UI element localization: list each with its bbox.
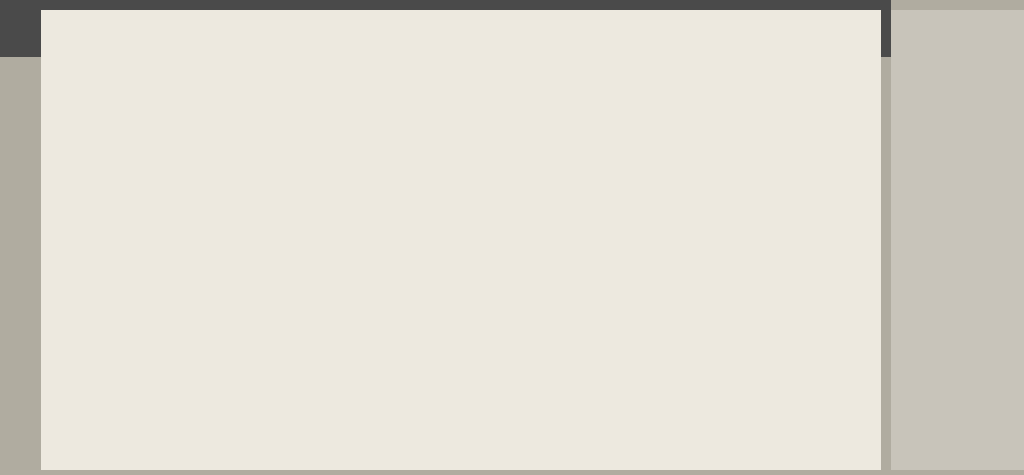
Text: (D) π–π: (D) π–π — [561, 81, 622, 98]
Text: (B) σ–p: (B) σ–p — [309, 81, 369, 98]
Text: [JEE-2008]: [JEE-2008] — [758, 104, 839, 118]
Text: (IV): (IV) — [577, 281, 603, 294]
Text: 12.: 12. — [95, 58, 126, 75]
Text: 5.: 5. — [924, 379, 940, 396]
Text: $^{\oplus}$: $^{\oplus}$ — [574, 240, 582, 250]
Text: 4.: 4. — [924, 287, 940, 304]
Text: $^{\oplus}$: $^{\oplus}$ — [340, 240, 347, 250]
Text: (B) (I) > (II) > (III) > (IV): (B) (I) > (II) > (III) > (IV) — [477, 339, 684, 356]
Text: $^{\oplus}$: $^{\oplus}$ — [201, 240, 208, 250]
Text: (C) (II) > (I) > (IV) > (III): (C) (II) > (I) > (IV) > (III) — [117, 380, 324, 398]
Text: O: O — [437, 266, 445, 276]
Text: The correct stability order for the following species is :: The correct stability order for the foll… — [129, 104, 579, 121]
Text: [JEE-2008]: [JEE-2008] — [758, 58, 839, 72]
Text: ALLEN: ALLEN — [736, 40, 773, 50]
Text: (A) (II) > (IV) > (I) > (III): (A) (II) > (IV) > (I) > (III) — [117, 339, 323, 356]
Text: 13.: 13. — [95, 104, 126, 121]
Text: (I): (I) — [201, 281, 217, 294]
Text: JEE-Chemistry: JEE-Chemistry — [99, 16, 303, 39]
Text: Hyperconjugation involves overlap of the following orbitals: Hyperconjugation involves overlap of the… — [129, 58, 612, 75]
FancyBboxPatch shape — [692, 30, 817, 60]
Text: (III): (III) — [464, 281, 492, 294]
Text: 3.: 3. — [924, 185, 940, 202]
Text: 1.: 1. — [924, 84, 940, 101]
Text: 14.: 14. — [95, 424, 126, 441]
Text: The correct stability order for the following resonati...: The correct stability order for the foll… — [129, 424, 572, 441]
Text: (C) p–p: (C) p–p — [427, 81, 485, 98]
Text: (II): (II) — [333, 281, 354, 294]
Text: (D) (I) > (III) > (II) > (IV): (D) (I) > (III) > (II) > (IV) — [477, 380, 685, 398]
Text: O: O — [170, 266, 178, 276]
Text: $^{\oplus}$: $^{\oplus}$ — [474, 240, 481, 250]
Text: (A) σ–σ: (A) σ–σ — [151, 81, 209, 98]
